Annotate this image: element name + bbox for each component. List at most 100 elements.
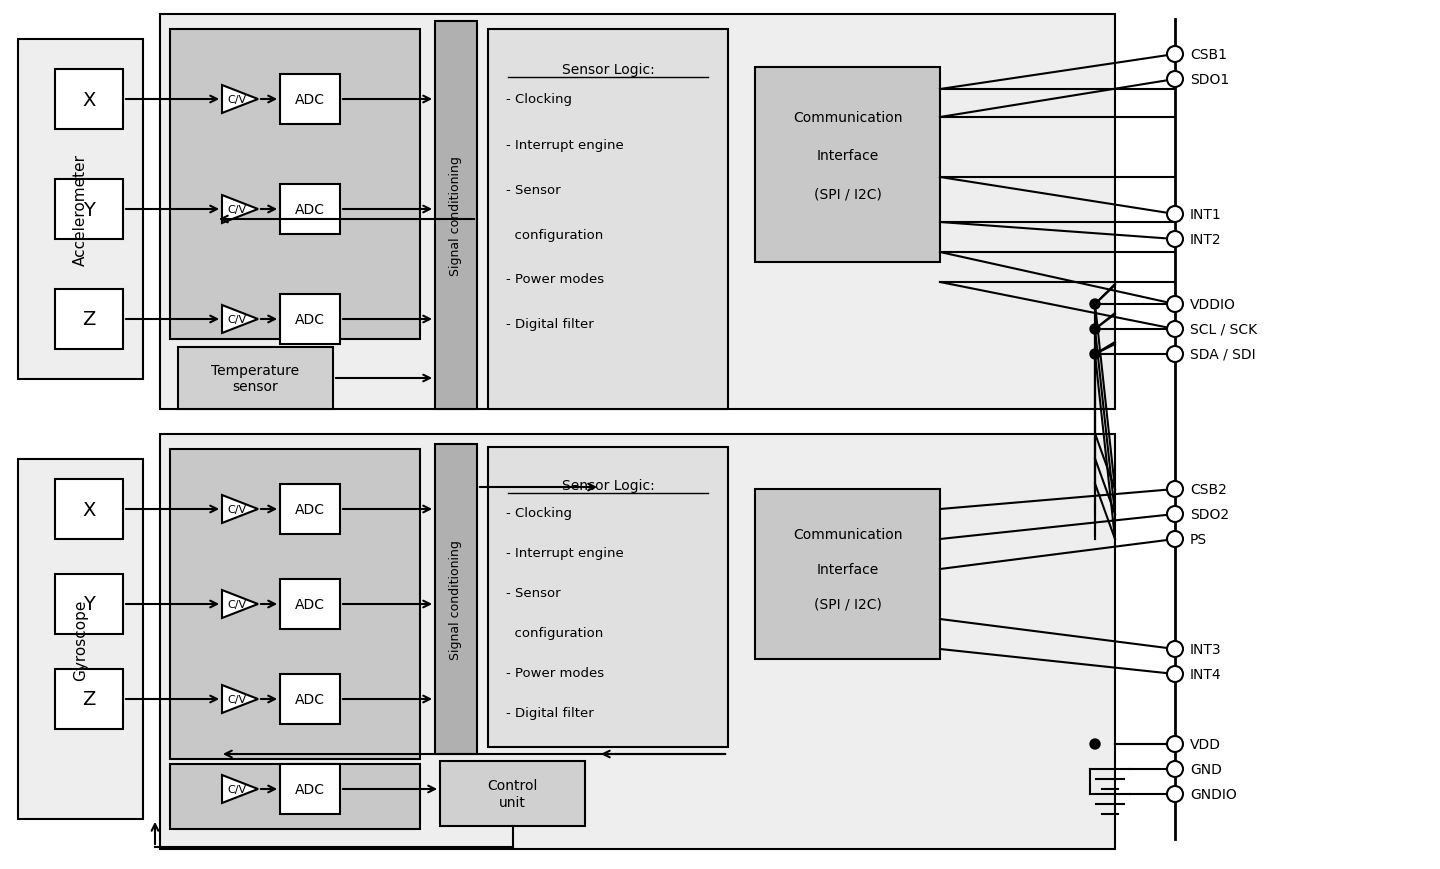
Text: C/V: C/V [228,504,246,514]
Circle shape [1166,47,1184,63]
Bar [279,580,340,629]
Circle shape [1090,740,1100,749]
Polygon shape [222,86,258,114]
Text: SDO1: SDO1 [1189,73,1230,87]
Text: C/V: C/V [228,600,246,609]
Circle shape [1166,207,1184,222]
Bar [170,30,420,340]
Circle shape [1090,300,1100,309]
Bar [279,674,340,724]
Text: ADC: ADC [295,782,325,796]
Bar [755,489,940,660]
Text: VDDIO: VDDIO [1189,298,1236,312]
Text: X: X [82,90,95,109]
Bar [488,448,729,747]
Bar [17,460,143,819]
Text: Interface: Interface [816,562,878,576]
Bar [279,764,340,814]
Text: - Sensor: - Sensor [505,587,560,600]
Bar [279,75,340,125]
Bar [55,70,122,129]
Bar [179,348,333,409]
Circle shape [1166,736,1184,753]
Text: X: X [82,500,95,519]
Text: Accelerometer: Accelerometer [73,154,88,266]
Bar [279,295,340,345]
Text: - Clocking: - Clocking [505,507,572,520]
Text: ADC: ADC [295,93,325,107]
Bar [755,68,940,262]
Circle shape [1166,347,1184,362]
Text: INT1: INT1 [1189,208,1221,222]
Circle shape [1166,72,1184,88]
Polygon shape [222,196,258,223]
Text: SCL / SCK: SCL / SCK [1189,322,1257,336]
Circle shape [1166,531,1184,547]
Bar [441,761,585,826]
Text: Gyroscope: Gyroscope [73,599,88,680]
Text: - Digital filter: - Digital filter [505,318,593,331]
Text: Signal conditioning: Signal conditioning [449,540,462,660]
Text: ADC: ADC [295,202,325,216]
Text: GNDIO: GNDIO [1189,787,1237,801]
Text: (SPI / I2C): (SPI / I2C) [814,187,881,201]
Text: SDA / SDI: SDA / SDI [1189,348,1256,362]
Circle shape [1166,481,1184,497]
Text: - Interrupt engine: - Interrupt engine [505,547,624,560]
Text: (SPI / I2C): (SPI / I2C) [814,597,881,611]
Text: INT3: INT3 [1189,642,1221,656]
Text: ADC: ADC [295,313,325,327]
Text: Sensor Logic:: Sensor Logic: [562,63,654,77]
Bar [435,22,477,409]
Text: - Power modes: - Power modes [505,667,605,680]
Bar [170,449,420,760]
Text: CSB2: CSB2 [1189,482,1227,496]
Bar [55,289,122,349]
Bar [170,764,420,829]
Circle shape [1166,296,1184,313]
Text: Communication: Communication [793,111,903,125]
Text: C/V: C/V [228,315,246,325]
Text: C/V: C/V [228,694,246,704]
Text: ADC: ADC [295,597,325,611]
Circle shape [1090,325,1100,335]
Text: Control
unit: Control unit [487,779,537,809]
Text: Z: Z [82,690,95,709]
Text: GND: GND [1189,762,1223,776]
Text: C/V: C/V [228,784,246,794]
Bar [279,185,340,235]
Text: Temperature
sensor: Temperature sensor [212,363,300,394]
Circle shape [1166,232,1184,248]
Polygon shape [222,495,258,523]
Text: - Power modes: - Power modes [505,273,605,286]
Polygon shape [222,590,258,618]
Text: - Interrupt engine: - Interrupt engine [505,138,624,151]
Bar [488,30,729,409]
Circle shape [1166,786,1184,802]
Text: PS: PS [1189,533,1207,547]
Bar [55,480,122,540]
Polygon shape [222,306,258,334]
Bar [435,444,477,754]
Bar [17,40,143,380]
Text: ADC: ADC [295,693,325,706]
Text: SDO2: SDO2 [1189,507,1230,521]
Bar [279,484,340,534]
Text: configuration: configuration [505,229,603,242]
Bar [55,574,122,634]
Text: INT2: INT2 [1189,233,1221,247]
Text: Sensor Logic:: Sensor Logic: [562,479,654,493]
Bar [55,669,122,729]
Polygon shape [222,686,258,713]
Text: Z: Z [82,310,95,329]
Circle shape [1166,641,1184,657]
Text: CSB1: CSB1 [1189,48,1227,62]
Circle shape [1090,349,1100,360]
Text: INT4: INT4 [1189,667,1221,681]
Text: VDD: VDD [1189,737,1221,751]
Bar [160,15,1115,409]
Text: Communication: Communication [793,527,903,541]
Text: - Clocking: - Clocking [505,93,572,106]
Text: configuration: configuration [505,627,603,640]
Text: C/V: C/V [228,95,246,105]
